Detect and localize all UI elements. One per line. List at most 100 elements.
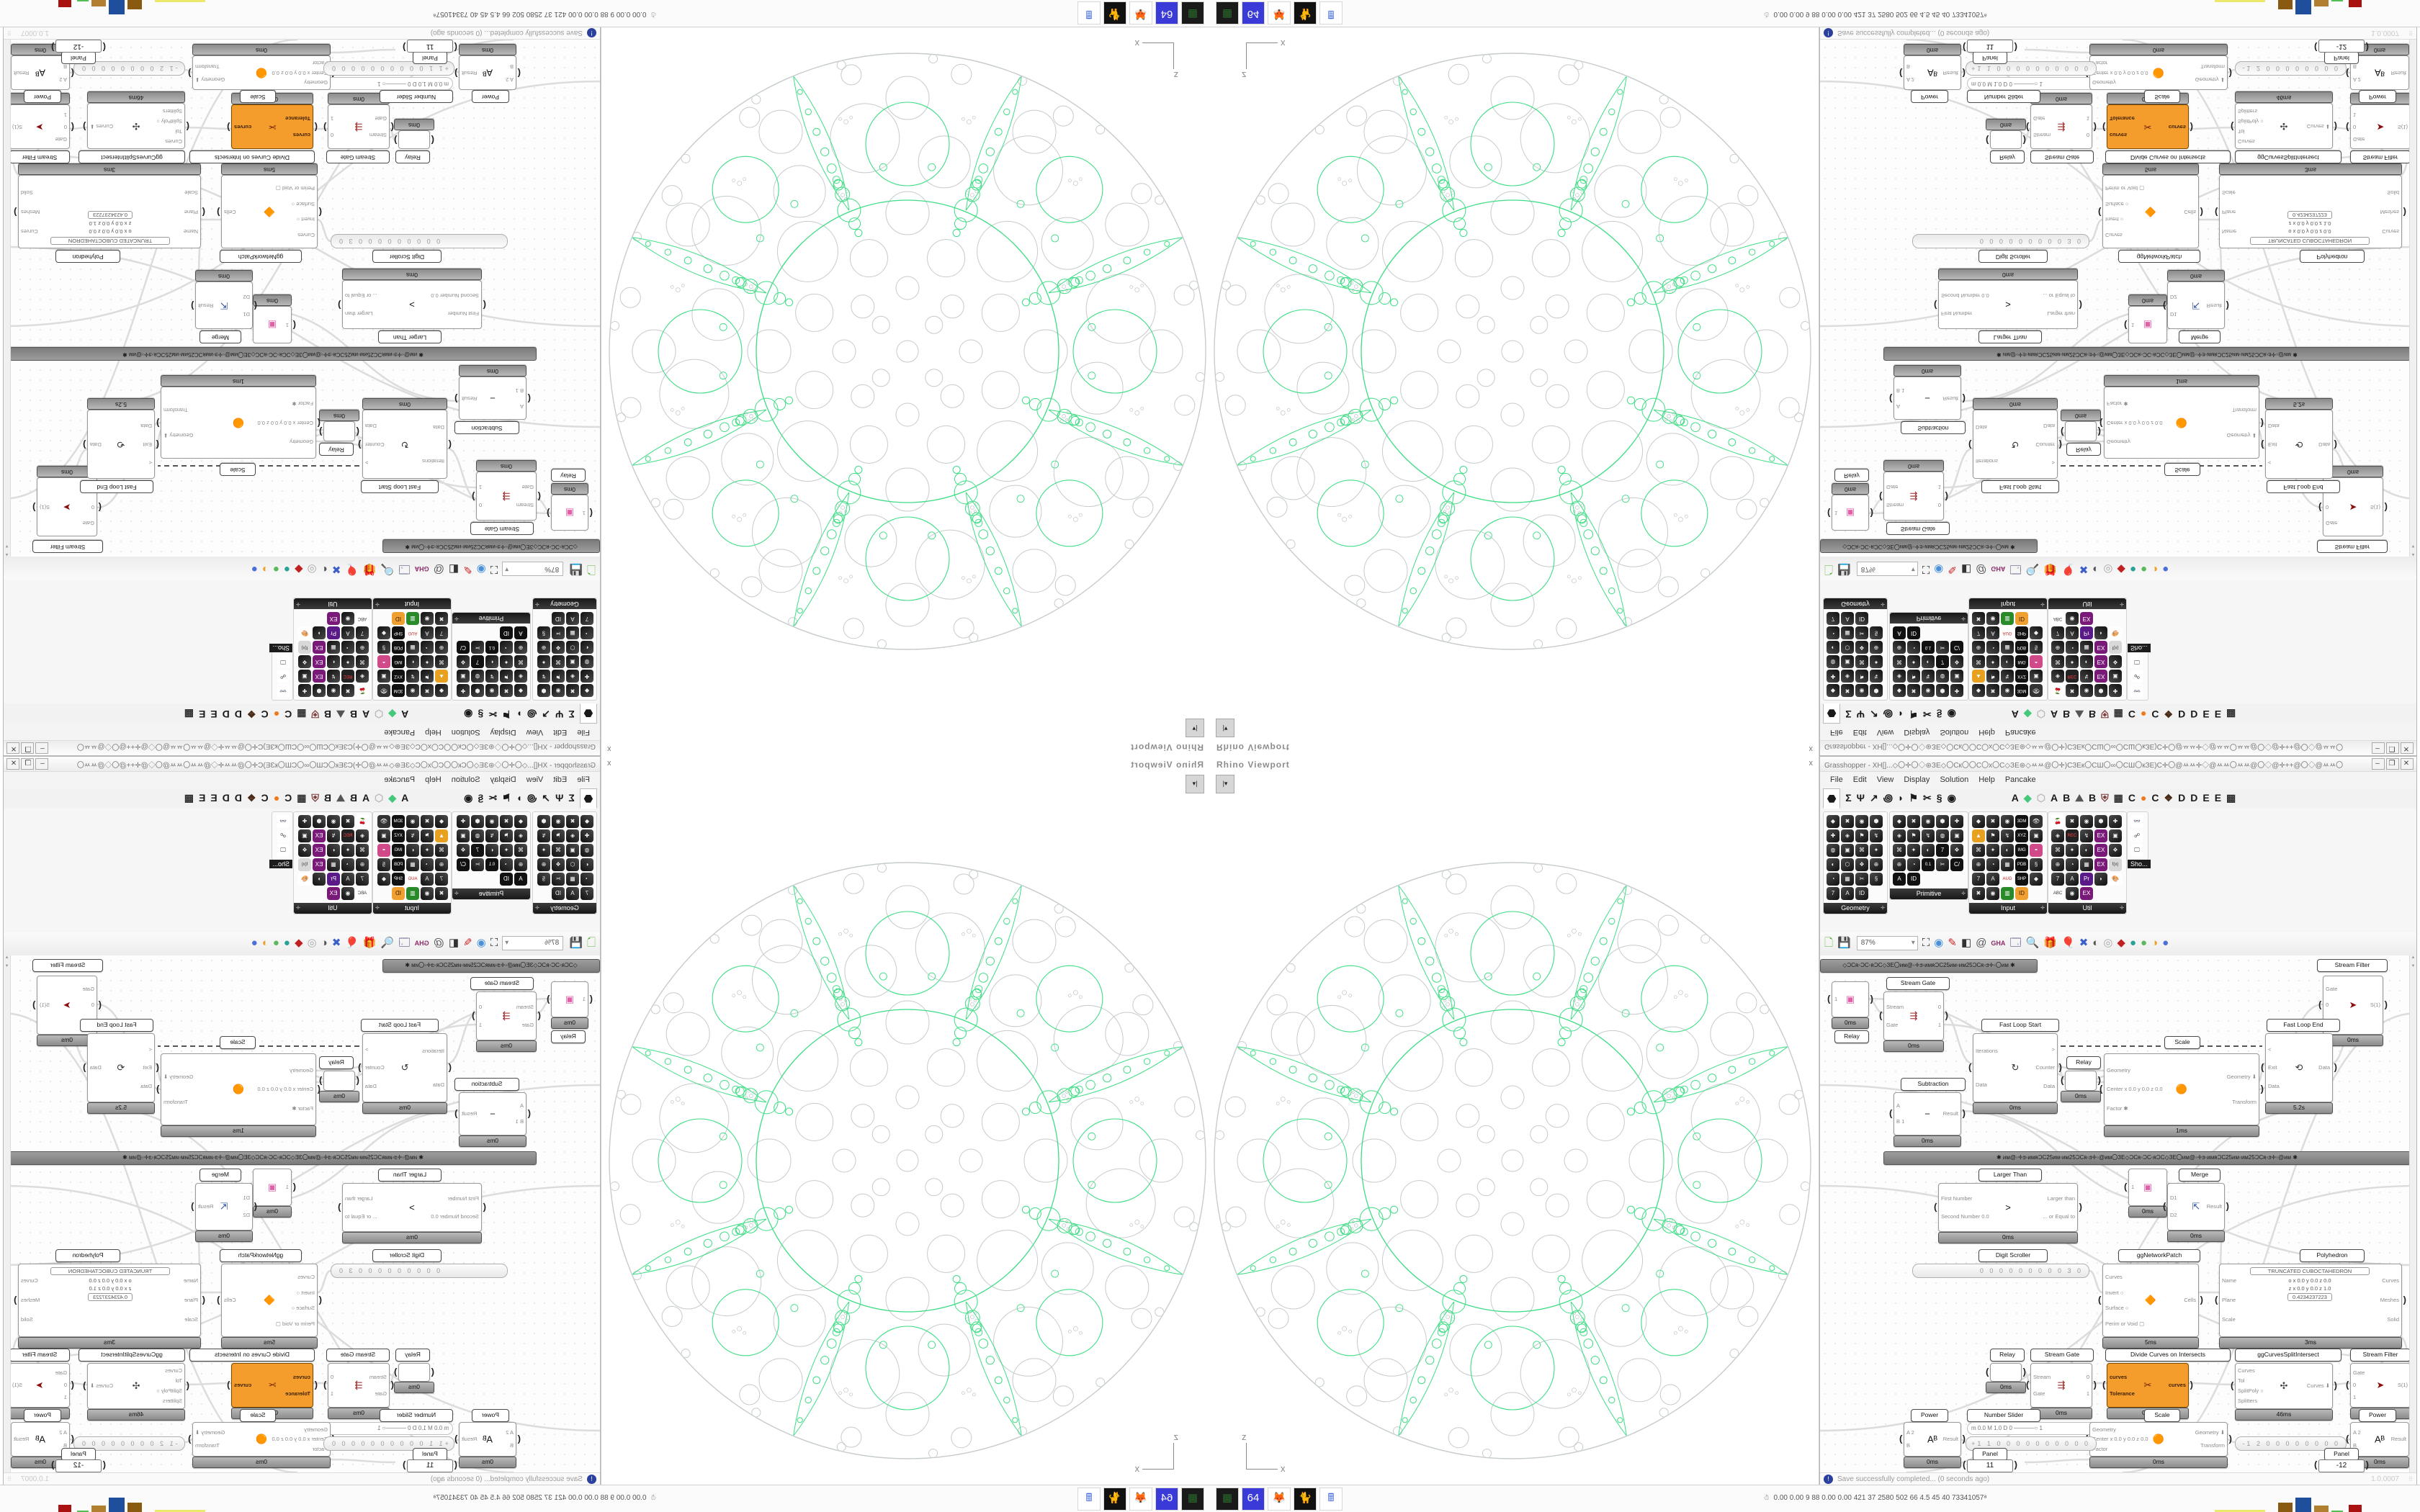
component-icon[interactable]: ◉	[341, 887, 354, 900]
node-label[interactable]: Merge	[2179, 330, 2220, 343]
plugin-tab-3[interactable]: A	[362, 708, 370, 720]
component-icon[interactable]: ↯	[2080, 829, 2093, 842]
node-label[interactable]: Merge	[200, 330, 241, 343]
maximize-button[interactable]: ❐	[21, 742, 34, 754]
polyhedron-name-value[interactable]: TRUNCATED CUBOCTAHEDRON	[2250, 237, 2370, 245]
input-port[interactable]: Invert ○	[296, 216, 315, 223]
component-icon[interactable]: ⊕	[1893, 641, 1906, 654]
component-icon[interactable]: ◆	[514, 815, 527, 828]
component-icon[interactable]: ↯	[327, 670, 340, 683]
output-port[interactable]: S(1)	[40, 1002, 50, 1009]
gh-node[interactable]: 1▣	[1832, 981, 1869, 1017]
input-port[interactable]: SplitPoly ○	[2238, 117, 2264, 125]
output-port[interactable]: Transform	[163, 407, 188, 414]
node-label[interactable]: Relay	[395, 1349, 430, 1362]
node-label[interactable]: Fast Loop End	[2267, 1019, 2340, 1032]
input-port[interactable]: 0	[63, 123, 67, 130]
component-icon[interactable]: ◉	[2080, 815, 2093, 828]
toolbar-icon-5[interactable]: GHA	[1991, 940, 2006, 947]
input-port[interactable]: B	[63, 63, 67, 70]
plugin-tab-10[interactable]: ●	[273, 792, 280, 804]
component-icon[interactable]: REC	[341, 670, 354, 683]
gh-node[interactable]: Geometry Center x 0.0 y 0.0 z 0.0 Factor Ge…	[2089, 1422, 2228, 1457]
toolbar-icon-3[interactable]: ◧	[448, 937, 460, 949]
component-icon[interactable]: ▣	[457, 670, 470, 683]
toolbar-icon-4[interactable]: @	[1976, 937, 1987, 949]
component-icon[interactable]: ↯	[2001, 829, 2014, 842]
toolbar-icon-17[interactable]: ●	[251, 937, 258, 949]
component-icon[interactable]: 🖵	[277, 655, 290, 668]
input-port[interactable]: Gate	[521, 484, 534, 491]
gh-node[interactable]: < Exit Data Data ⟲	[2265, 1033, 2333, 1102]
tab-icon-7[interactable]: ✂	[488, 792, 497, 804]
component-icon[interactable]: ❖	[1950, 844, 1963, 857]
input-port[interactable]: B	[2353, 63, 2357, 70]
component-icon[interactable]: EX	[2094, 844, 2107, 857]
component-icon[interactable]: ID	[500, 873, 513, 886]
gh-node[interactable]	[323, 1071, 355, 1091]
input-port[interactable]: Center x 0.0 y 0.0 z 0.0	[272, 69, 328, 76]
input-port[interactable]: curves	[292, 132, 310, 138]
toolbar-icon-14[interactable]: ●	[283, 563, 291, 575]
component-icon[interactable]: ◈	[1841, 829, 1854, 842]
output-port[interactable]: Cells	[2184, 208, 2196, 215]
toolbar-icon-2[interactable]: ✎	[463, 937, 472, 949]
plugin-tab-0[interactable]: A	[401, 708, 409, 720]
component-icon[interactable]: ◔	[341, 641, 354, 654]
output-port[interactable]: ... or Equal to	[345, 292, 377, 300]
output-port[interactable]: 1	[2086, 115, 2089, 122]
component-icon[interactable]: EX	[2080, 612, 2093, 625]
component-icon[interactable]: A	[514, 873, 527, 886]
output-port[interactable]: S(1)	[2370, 1002, 2380, 1009]
input-port[interactable]: 1	[2353, 111, 2357, 118]
gh-node[interactable]: 1▣	[253, 1169, 292, 1206]
input-port[interactable]: B 1	[515, 387, 524, 394]
gh-node[interactable]: D1 D2 Result ⇱	[195, 1183, 253, 1230]
component-icon[interactable]: ⊕	[1870, 641, 1883, 654]
output-port[interactable]: Larger than	[2047, 1195, 2075, 1202]
taskbar-app-floppy-64[interactable]: 64	[1155, 1488, 1178, 1511]
component-icon[interactable]: ✦	[537, 844, 550, 857]
canvas-scrollbar[interactable]: ▲ ▼	[4, 955, 11, 1472]
output-port[interactable]: Curves ⬇	[2306, 1382, 2330, 1390]
component-icon[interactable]: EX	[327, 887, 340, 900]
output-port[interactable]: Solid	[21, 1316, 33, 1323]
input-port[interactable]: Geometry	[304, 79, 328, 86]
output-port[interactable]: 1	[331, 115, 334, 122]
plugin-tab-7[interactable]: ⛨	[2101, 792, 2109, 804]
component-icon[interactable]: 7	[356, 626, 369, 639]
taskbar-app-archive-utility[interactable]: ▦	[1181, 1488, 1204, 1511]
component-icon[interactable]: ◗	[313, 626, 326, 639]
number-slider-widget[interactable]: m 0.0 M 1.0 D 0 ─────○ 1	[1967, 77, 2097, 90]
gh-node[interactable]: Stream Gate 0 1 ⇶	[2030, 1363, 2092, 1408]
node-label[interactable]: Power	[1911, 1409, 1948, 1422]
component-icon[interactable]: ✚	[457, 815, 470, 828]
gh-node-polyhedron[interactable]: Name Plane Scale Curves Meshes Solid TRUNCATED…	[18, 175, 201, 248]
menu-solution[interactable]: Solution	[1940, 775, 1969, 784]
component-icon[interactable]: ✂	[1855, 626, 1868, 639]
component-icon[interactable]: PDB	[392, 641, 405, 654]
component-icon[interactable]: ◔	[341, 858, 354, 871]
palette-group-label[interactable]: Primitive	[1890, 888, 1968, 899]
plugin-tab-2[interactable]: ⬡	[375, 792, 384, 804]
node-label[interactable]: Subtraction	[454, 421, 519, 434]
output-port[interactable]: Transform	[2200, 1442, 2225, 1449]
input-port[interactable]: Iterations	[422, 458, 444, 465]
component-icon[interactable]: ◆	[1972, 684, 1985, 697]
input-port[interactable]: Stream	[1886, 502, 1904, 508]
input-port[interactable]: Stream	[1886, 1004, 1904, 1010]
plugin-tab-1[interactable]: ◆	[388, 708, 397, 720]
node-label[interactable]: ggNetworkPatch	[220, 250, 302, 263]
component-icon[interactable]: 7	[435, 873, 448, 886]
component-icon[interactable]: ◉	[1855, 684, 1868, 697]
taskbar-app-archive-utility[interactable]: ▦	[1181, 1, 1204, 24]
input-port[interactable]: Curves	[2105, 232, 2123, 238]
component-icon[interactable]: ❖	[1950, 655, 1963, 668]
output-port[interactable]: Data	[365, 1082, 377, 1089]
component-icon[interactable]: ❖	[457, 844, 470, 857]
component-icon[interactable]: ❖	[2109, 844, 2122, 857]
component-icon[interactable]: ✚	[1950, 684, 1963, 697]
number-slider-widget[interactable]: m 0.0 M 1.0 D 0 ─────○ 1	[323, 1422, 453, 1435]
plugin-tab-4[interactable]: B	[2063, 708, 2071, 720]
digit-scroller-widget[interactable]: 0 0 0 0 0 0 0 0 0 3 0	[331, 1264, 508, 1278]
